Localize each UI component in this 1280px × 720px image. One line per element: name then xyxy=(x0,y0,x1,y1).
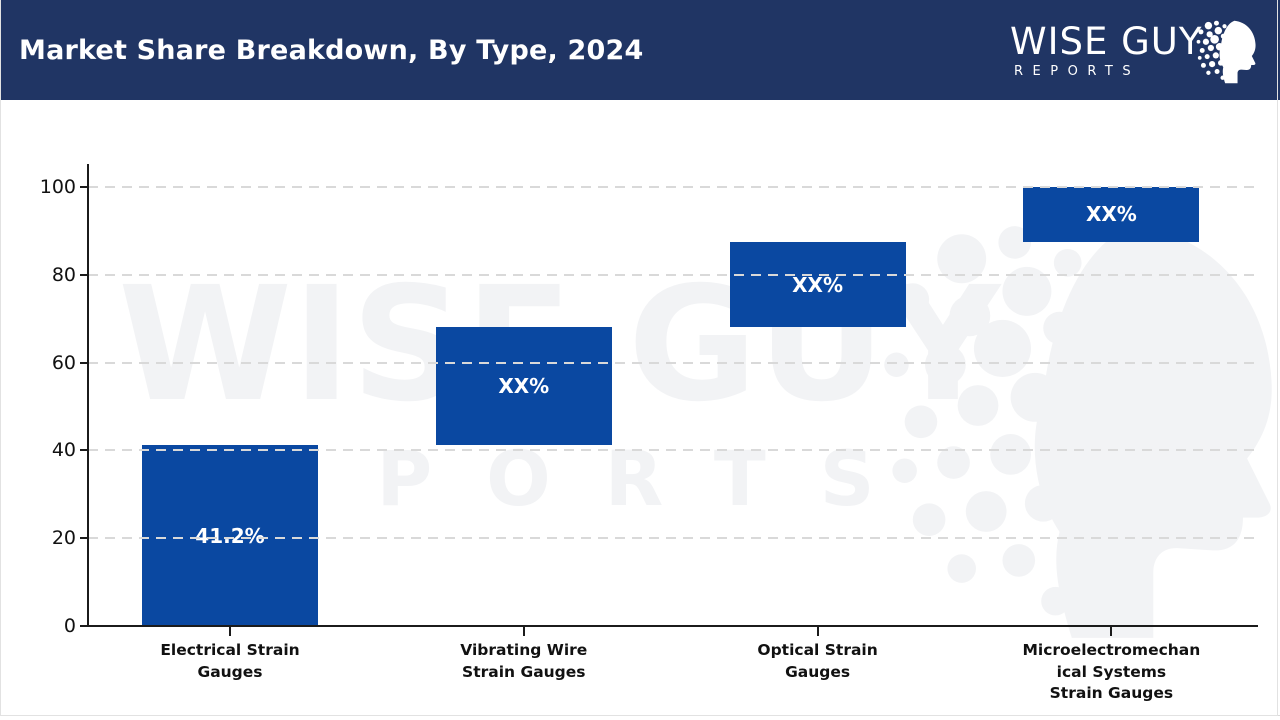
page-title: Market Share Breakdown, By Type, 2024 xyxy=(19,34,644,66)
bar-value-label: XX% xyxy=(498,374,550,399)
gridline xyxy=(88,537,1257,540)
bar-segment: XX% xyxy=(729,241,906,328)
y-axis-tick xyxy=(80,449,88,452)
chart-area: WISE GUY REPORTS 0 20 40 60 80 100 41.2% Electr… xyxy=(0,100,1280,720)
y-tick-label: 80 xyxy=(51,263,76,286)
y-axis-line xyxy=(87,164,89,627)
y-tick-label: 40 xyxy=(51,439,76,462)
x-axis-line xyxy=(87,625,1258,627)
bar-value-label: XX% xyxy=(792,272,844,297)
x-category-label: Optical Strain Gauges xyxy=(757,641,878,681)
brand-logo: WISE GUY REPORTS xyxy=(1010,8,1266,94)
bar-segment: XX% xyxy=(435,327,612,446)
y-tick-label: 0 xyxy=(63,615,76,637)
logo-wordmark: WISE GUY REPORTS xyxy=(1010,20,1203,79)
y-axis-tick xyxy=(80,537,88,540)
x-axis-tick xyxy=(229,627,231,636)
logo-text-sub: REPORTS xyxy=(1014,63,1141,79)
bar-segment: XX% xyxy=(1023,187,1200,242)
x-axis-tick xyxy=(816,627,819,636)
x-axis-tick xyxy=(1110,627,1113,636)
x-axis-tick xyxy=(522,627,525,636)
bar-segment: 41.2% xyxy=(142,445,318,626)
y-tick-label: 60 xyxy=(51,351,76,374)
logo-text-main: WISE GUY xyxy=(1010,20,1203,64)
gridline xyxy=(88,186,1257,188)
x-category-label: Vibrating Wire Strain Gauges xyxy=(460,641,588,681)
y-axis-tick xyxy=(80,625,88,627)
x-category-label: Microelectromechan ical Systems Strain G… xyxy=(1022,641,1201,703)
y-axis-tick xyxy=(80,186,88,188)
gridline xyxy=(88,361,1257,364)
bottom-divider xyxy=(0,715,1280,716)
y-tick-label: 100 xyxy=(39,176,76,198)
y-axis-tick xyxy=(80,273,88,276)
x-category-label: Electrical Strain Gauges xyxy=(160,641,300,681)
bar-value-label: 41.2% xyxy=(195,523,265,548)
watermark-head-icon xyxy=(880,218,1280,646)
logo-head-icon xyxy=(1196,19,1258,85)
bar-value-label: XX% xyxy=(1085,202,1137,227)
y-axis-tick xyxy=(80,361,88,364)
title-bar: Market Share Breakdown, By Type, 2024 WI… xyxy=(0,0,1280,100)
gridline xyxy=(88,273,1257,276)
y-tick-label: 20 xyxy=(51,527,76,550)
gridline xyxy=(88,449,1257,452)
